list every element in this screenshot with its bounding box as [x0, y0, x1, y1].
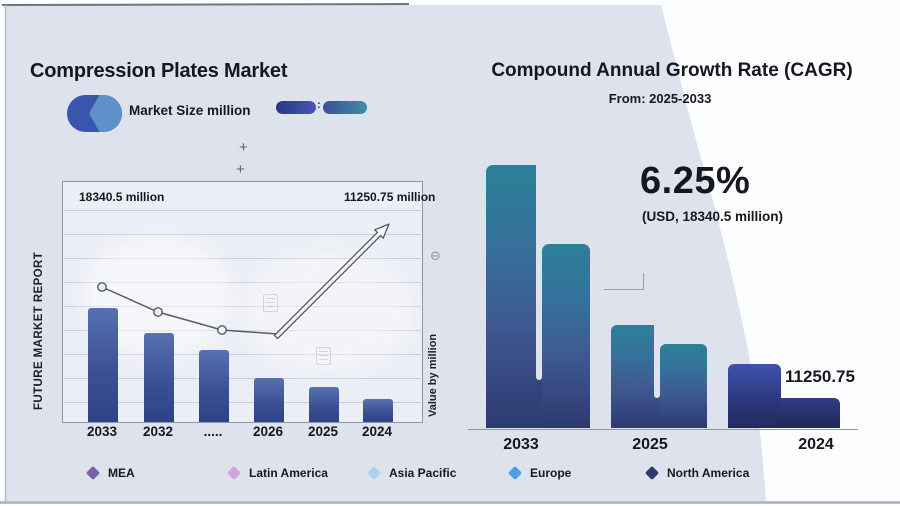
line-marker: [217, 325, 227, 335]
x-label-2025: 2025: [632, 436, 668, 453]
bar-2033-primary: [486, 165, 542, 428]
bar-2024: [363, 399, 393, 422]
diamond-marker-icon: [366, 465, 382, 481]
x-label-2024: 2024: [798, 436, 834, 453]
ratio-pill-left-icon: [276, 101, 316, 114]
legend-item-latin-america: Latin America: [226, 465, 328, 481]
bar-2033-secondary: [542, 244, 590, 428]
ratio-pill-right-icon: [323, 101, 367, 114]
legend-item-north-america: North America: [644, 465, 750, 481]
bracket-decoration: [604, 273, 644, 290]
bar-group-2025: [611, 325, 707, 428]
bar-2025: [309, 387, 339, 422]
x-label-dots: .....: [203, 424, 223, 439]
bar-group-2024: [728, 364, 840, 428]
bar-2025-primary: [611, 325, 660, 428]
bar-2024-secondary: [781, 398, 840, 428]
bar-2026: [254, 378, 284, 422]
ratio-colon: :: [317, 99, 321, 111]
bar-notch: [536, 165, 542, 380]
cagr-subtitle: From: 2025-2033: [608, 91, 712, 106]
metric-label: Market Size million: [129, 103, 251, 118]
legend-label: North America: [667, 466, 750, 480]
brand-watermark-vertical: FUTURE MARKET REPORT: [33, 251, 45, 410]
legend-item-mea: MEA: [85, 465, 135, 481]
document-watermark-icon: [263, 294, 278, 312]
x-label-2033: 2033: [86, 424, 118, 439]
end-value-label: 11250.75 million: [344, 190, 436, 204]
legend-label: Latin America: [249, 466, 328, 480]
x-label-2033: 2033: [503, 436, 539, 453]
x-label-2025: 2025: [307, 424, 339, 439]
x-label-2026: 2026: [252, 424, 284, 439]
diamond-marker-icon: [644, 465, 660, 481]
bar-value-annotation: 11250.75: [785, 367, 855, 386]
line-marker: [153, 307, 163, 317]
cagr-detail: (USD, 18340.5 million): [642, 209, 784, 224]
line-marker: [97, 282, 107, 292]
legend-item-asia-pacific: Asia Pacific: [366, 465, 457, 481]
capsule-pill-icon: [67, 95, 122, 132]
x-label-2032: 2032: [142, 424, 174, 439]
bar-2025-secondary: [660, 344, 707, 428]
bar-2033: [88, 308, 118, 422]
bar-2024-primary: [728, 364, 781, 428]
bar-notch: [654, 325, 660, 398]
legend-label: Europe: [530, 466, 572, 480]
diamond-marker-icon: [226, 465, 242, 481]
bar-2032: [144, 333, 174, 422]
diamond-marker-icon: [507, 465, 523, 481]
legend-label: Asia Pacific: [389, 466, 457, 480]
bar-dots: [199, 350, 229, 422]
trend-line-overlay: [97, 223, 390, 340]
x-label-2024: 2024: [361, 424, 393, 439]
legend-label: MEA: [108, 466, 135, 480]
page-title: Compression Plates Market: [30, 60, 288, 82]
capsule-facet: [89, 95, 122, 132]
start-value-label: 18340.5 million: [79, 190, 165, 204]
cloud-watermark: [243, 252, 413, 372]
growth-arrow-icon: [273, 223, 390, 340]
cagr-value: 6.25%: [640, 160, 751, 202]
value-axis-label: Value by million: [427, 333, 439, 417]
bar-group-2033: [486, 165, 590, 428]
diamond-marker-icon: [85, 465, 101, 481]
plus-mark-icon: +: [239, 139, 248, 156]
minus-circle-icon: ⊖: [430, 249, 441, 264]
plus-mark-icon: +: [236, 161, 245, 178]
legend-item-europe: Europe: [507, 465, 572, 481]
cagr-title: Compound Annual Growth Rate (CAGR): [491, 60, 853, 81]
market-size-chart: 18340.5 million 11250.75 million: [62, 181, 435, 423]
x-axis-line: [468, 429, 858, 430]
document-watermark-icon: [316, 347, 331, 365]
